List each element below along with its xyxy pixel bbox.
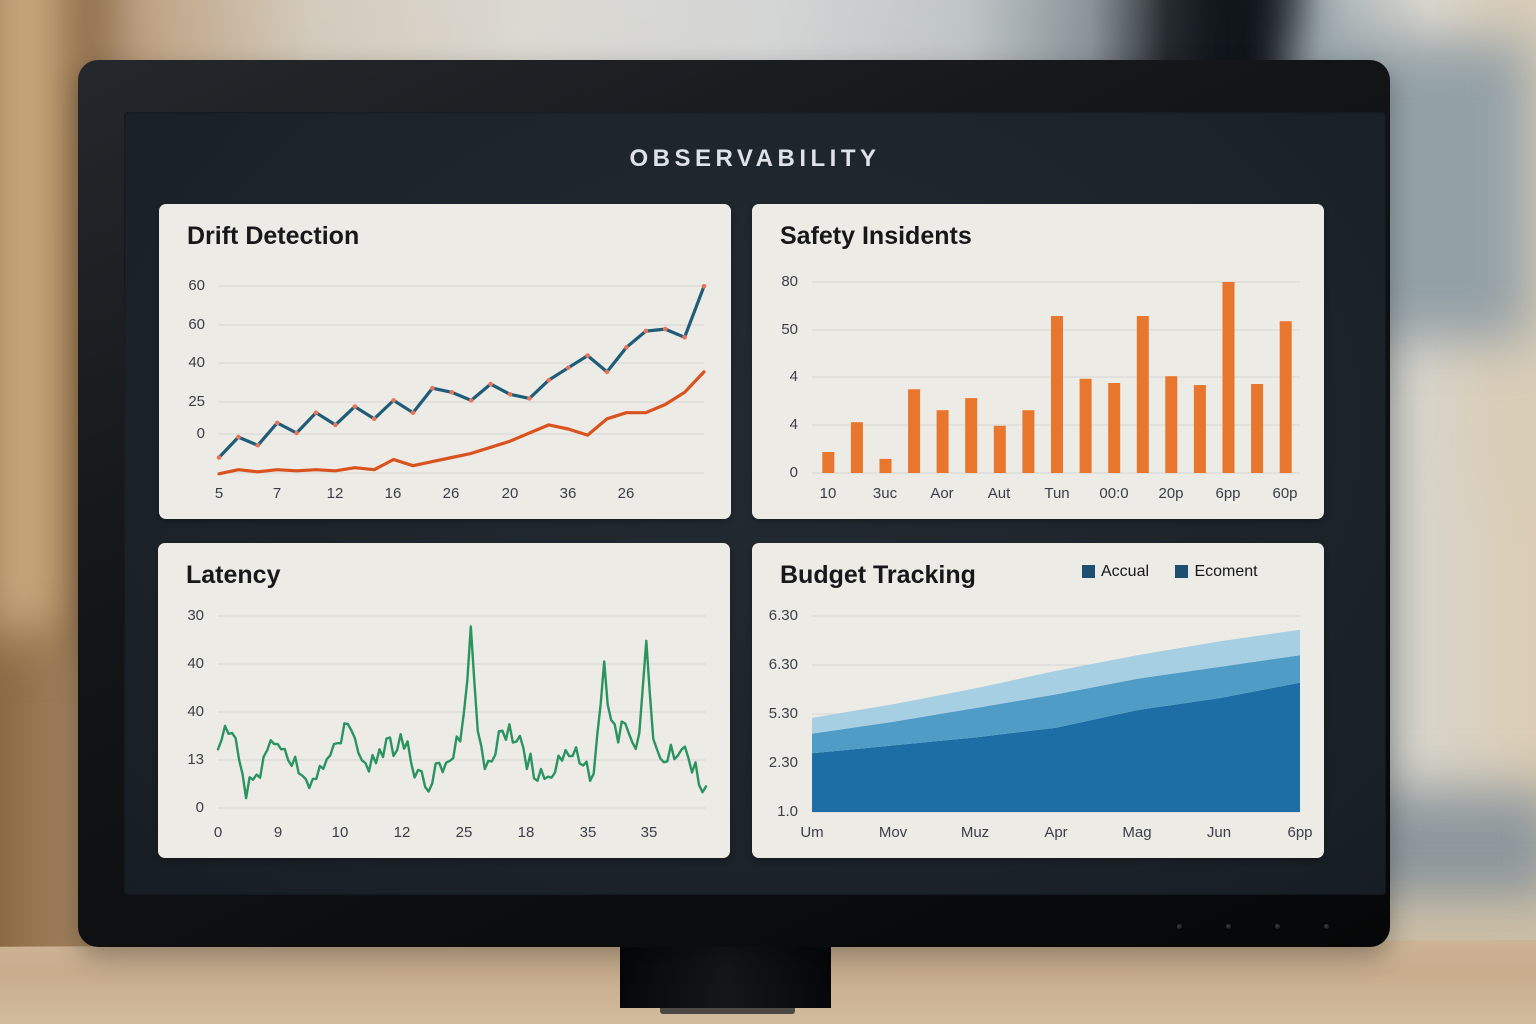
svg-text:26: 26 xyxy=(443,485,460,502)
svg-text:Apr: Apr xyxy=(1044,824,1067,841)
svg-text:Um: Um xyxy=(800,824,823,841)
svg-text:13: 13 xyxy=(187,751,204,768)
svg-text:18: 18 xyxy=(518,824,535,841)
svg-text:Tun: Tun xyxy=(1044,485,1069,502)
svg-text:Mag: Mag xyxy=(1122,824,1151,841)
svg-text:6.30: 6.30 xyxy=(769,607,798,624)
svg-text:40: 40 xyxy=(188,354,205,371)
svg-text:6pp: 6pp xyxy=(1215,485,1240,502)
svg-text:Aut: Aut xyxy=(988,485,1011,502)
svg-text:3uc: 3uc xyxy=(873,485,898,502)
svg-text:40: 40 xyxy=(187,703,204,720)
svg-text:4: 4 xyxy=(790,416,798,433)
svg-text:Mov: Mov xyxy=(879,824,908,841)
svg-text:30: 30 xyxy=(187,607,204,624)
svg-text:36: 36 xyxy=(560,485,577,502)
svg-text:6pp: 6pp xyxy=(1287,824,1312,841)
svg-text:0: 0 xyxy=(790,464,798,481)
svg-text:16: 16 xyxy=(385,485,402,502)
svg-text:12: 12 xyxy=(394,824,411,841)
svg-text:10: 10 xyxy=(820,485,837,502)
svg-text:Jun: Jun xyxy=(1207,824,1231,841)
svg-text:20: 20 xyxy=(502,485,519,502)
svg-text:26: 26 xyxy=(618,485,635,502)
svg-text:Muz: Muz xyxy=(961,824,989,841)
svg-text:0: 0 xyxy=(196,799,204,816)
svg-text:4: 4 xyxy=(790,368,798,385)
svg-text:80: 80 xyxy=(781,273,798,290)
svg-text:0: 0 xyxy=(214,824,222,841)
svg-text:60: 60 xyxy=(188,316,205,333)
svg-text:25: 25 xyxy=(456,824,473,841)
svg-text:6.30: 6.30 xyxy=(769,656,798,673)
svg-text:00:0: 00:0 xyxy=(1099,485,1128,502)
svg-text:35: 35 xyxy=(641,824,658,841)
svg-text:5.30: 5.30 xyxy=(769,705,798,722)
svg-text:5: 5 xyxy=(215,485,223,502)
svg-text:50: 50 xyxy=(781,321,798,338)
svg-text:20p: 20p xyxy=(1158,485,1183,502)
svg-text:1.0: 1.0 xyxy=(777,803,798,820)
svg-text:9: 9 xyxy=(274,824,282,841)
svg-text:60p: 60p xyxy=(1272,485,1297,502)
svg-text:25: 25 xyxy=(188,393,205,410)
svg-text:40: 40 xyxy=(187,655,204,672)
svg-text:7: 7 xyxy=(273,485,281,502)
svg-text:60: 60 xyxy=(188,277,205,294)
svg-text:12: 12 xyxy=(327,485,344,502)
svg-text:35: 35 xyxy=(580,824,597,841)
svg-text:10: 10 xyxy=(332,824,349,841)
svg-text:Aor: Aor xyxy=(930,485,953,502)
svg-text:0: 0 xyxy=(197,425,205,442)
svg-text:2.30: 2.30 xyxy=(769,754,798,771)
